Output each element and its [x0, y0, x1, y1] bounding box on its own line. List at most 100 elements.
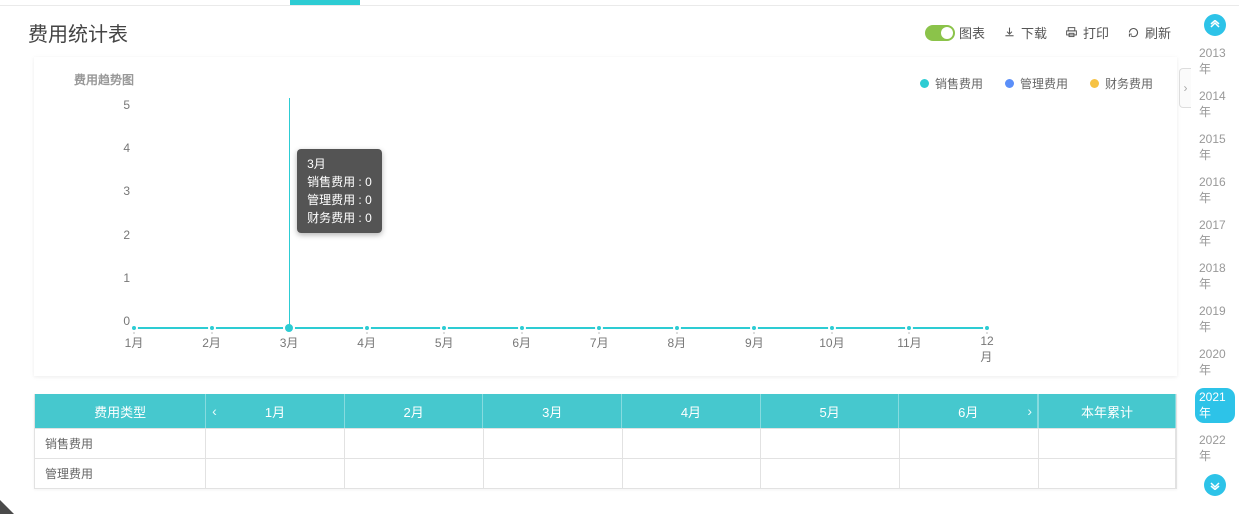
row-cell	[484, 429, 623, 458]
year-option[interactable]: 2020年	[1195, 345, 1235, 380]
months-next-icon[interactable]: ›	[1027, 403, 1032, 419]
legend-item[interactable]: 管理费用	[1005, 75, 1068, 92]
x-tick-label: 8月	[667, 334, 686, 351]
hover-line	[289, 98, 290, 328]
x-tick-label: 12月	[980, 334, 993, 365]
row-cell	[900, 459, 1039, 488]
year-scroll-down-icon[interactable]	[1204, 474, 1226, 496]
x-tick-label: 9月	[745, 334, 764, 351]
year-scroll-up-icon[interactable]	[1204, 14, 1226, 36]
download-button[interactable]: 下载	[1003, 23, 1047, 42]
series-point[interactable]	[828, 324, 836, 332]
download-label: 下载	[1021, 23, 1047, 42]
refresh-icon	[1127, 26, 1141, 40]
row-total	[1039, 459, 1176, 488]
chart-legend: 销售费用 管理费用 财务费用	[920, 75, 1153, 92]
page-title: 费用统计表	[28, 18, 925, 47]
y-axis: 5 4 3 2 1 0	[106, 98, 130, 328]
active-tab-indicator	[290, 0, 360, 5]
x-tick-label: 2月	[202, 334, 221, 351]
series-line	[134, 327, 987, 329]
table-header-month: 2月	[345, 394, 484, 428]
row-label: 管理费用	[35, 459, 206, 488]
chart-tooltip: 3月销售费用 : 0管理费用 : 0财务费用 : 0	[297, 149, 382, 233]
chart-plot[interactable]: 543210 1月2月3月4月5月6月7月8月9月10月11月12月 3月销售费…	[134, 98, 1117, 358]
print-label: 打印	[1083, 23, 1109, 42]
table-header-total: 本年累计	[1039, 394, 1176, 428]
row-cell	[345, 429, 484, 458]
row-cell	[484, 459, 623, 488]
year-option[interactable]: 2021年	[1195, 388, 1235, 423]
year-option[interactable]: 2015年	[1195, 130, 1235, 165]
row-cell	[345, 459, 484, 488]
series-point[interactable]	[750, 324, 758, 332]
legend-label: 销售费用	[935, 75, 983, 92]
table-header: 费用类型‹1月2月3月4月5月6月›本年累计	[35, 394, 1176, 428]
print-button[interactable]: 打印	[1065, 23, 1109, 42]
table-header-month: 5月	[761, 394, 900, 428]
table-row[interactable]: 管理费用	[35, 458, 1176, 488]
y-tick-label: 5	[106, 98, 130, 112]
series-point[interactable]	[518, 324, 526, 332]
year-option[interactable]: 2017年	[1195, 216, 1235, 251]
x-tick-label: 10月	[819, 334, 844, 351]
series-point[interactable]	[905, 324, 913, 332]
year-option[interactable]: 2013年	[1195, 44, 1235, 79]
table-header-month: 4月	[622, 394, 761, 428]
legend-dot-icon	[1005, 79, 1014, 88]
x-tick-label: 11月	[897, 334, 921, 351]
year-rail: 2013年 2014年 2015年 2016年 2017年 2018年 2019年 2020年…	[1191, 6, 1239, 514]
legend-dot-icon	[920, 79, 929, 88]
legend-dot-icon	[1090, 79, 1099, 88]
main-panel: 费用统计表 图表 下载	[0, 6, 1191, 514]
row-label: 销售费用	[35, 429, 206, 458]
legend-item[interactable]: 财务费用	[1090, 75, 1153, 92]
y-tick-label: 1	[106, 271, 130, 285]
row-cell	[206, 459, 345, 488]
series-point[interactable]	[130, 324, 138, 332]
year-option[interactable]: 2014年	[1195, 87, 1235, 122]
chart-grid	[134, 98, 987, 328]
year-option[interactable]: 2022年	[1195, 431, 1235, 466]
row-cell	[623, 429, 762, 458]
refresh-button[interactable]: 刷新	[1127, 23, 1171, 42]
y-tick-label: 4	[106, 141, 130, 155]
table-header-month: 6月	[899, 394, 1038, 428]
y-tick-label: 3	[106, 184, 130, 198]
legend-item[interactable]: 销售费用	[920, 75, 983, 92]
legend-label: 管理费用	[1020, 75, 1068, 92]
corner-decoration	[0, 500, 14, 514]
series-point[interactable]	[440, 324, 448, 332]
table-header-months: ‹1月2月3月4月5月6月›	[206, 394, 1039, 428]
x-tick-label: 4月	[357, 334, 376, 351]
expense-table: 费用类型‹1月2月3月4月5月6月›本年累计 销售费用管理费用	[34, 394, 1177, 489]
x-axis: 1月2月3月4月5月6月7月8月9月10月11月12月	[134, 334, 987, 352]
y-tick-label: 2	[106, 228, 130, 242]
series-point[interactable]	[983, 324, 991, 332]
row-cell	[623, 459, 762, 488]
chart-card: 费用趋势图 销售费用管理费用财务费用 543210 1月2月3月4月5月6月7月…	[34, 57, 1177, 376]
toggle-switch-icon	[925, 25, 955, 41]
row-cell	[761, 429, 900, 458]
row-cell	[900, 429, 1039, 458]
chart-toggle-label: 图表	[959, 23, 985, 42]
series-point[interactable]	[595, 324, 603, 332]
series-point[interactable]	[208, 324, 216, 332]
year-option[interactable]: 2018年	[1195, 259, 1235, 294]
y-tick-label: 0	[106, 314, 130, 328]
months-prev-icon[interactable]: ‹	[212, 403, 217, 419]
year-option[interactable]: 2016年	[1195, 173, 1235, 208]
year-option[interactable]: 2019年	[1195, 302, 1235, 337]
row-total	[1039, 429, 1176, 458]
series-point[interactable]	[363, 324, 371, 332]
x-tick-label: 5月	[435, 334, 454, 351]
collapse-handle[interactable]: ›	[1179, 68, 1191, 108]
x-tick-label: 7月	[590, 334, 609, 351]
chart-toggle[interactable]: 图表	[925, 23, 985, 42]
series-point[interactable]	[673, 324, 681, 332]
x-tick-label: 6月	[512, 334, 531, 351]
print-icon	[1065, 26, 1079, 40]
download-icon	[1003, 26, 1017, 40]
table-row[interactable]: 销售费用	[35, 428, 1176, 458]
row-cell	[206, 429, 345, 458]
